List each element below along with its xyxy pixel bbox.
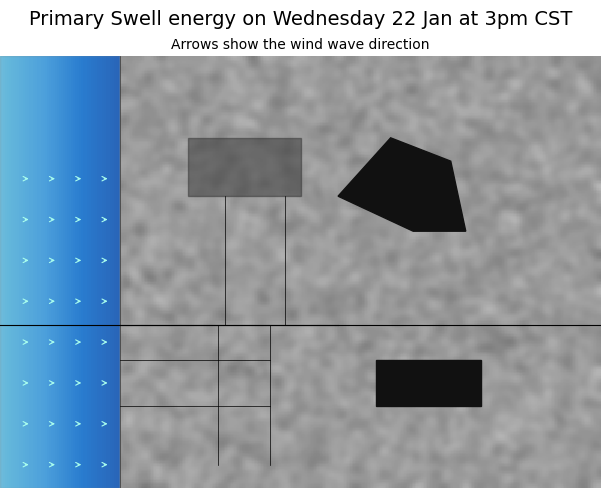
Polygon shape [338,138,466,231]
Polygon shape [376,360,481,407]
Text: Arrows show the wind wave direction: Arrows show the wind wave direction [171,38,430,52]
Text: Primary Swell energy on Wednesday 22 Jan at 3pm CST: Primary Swell energy on Wednesday 22 Jan… [29,10,572,29]
Polygon shape [188,138,300,196]
